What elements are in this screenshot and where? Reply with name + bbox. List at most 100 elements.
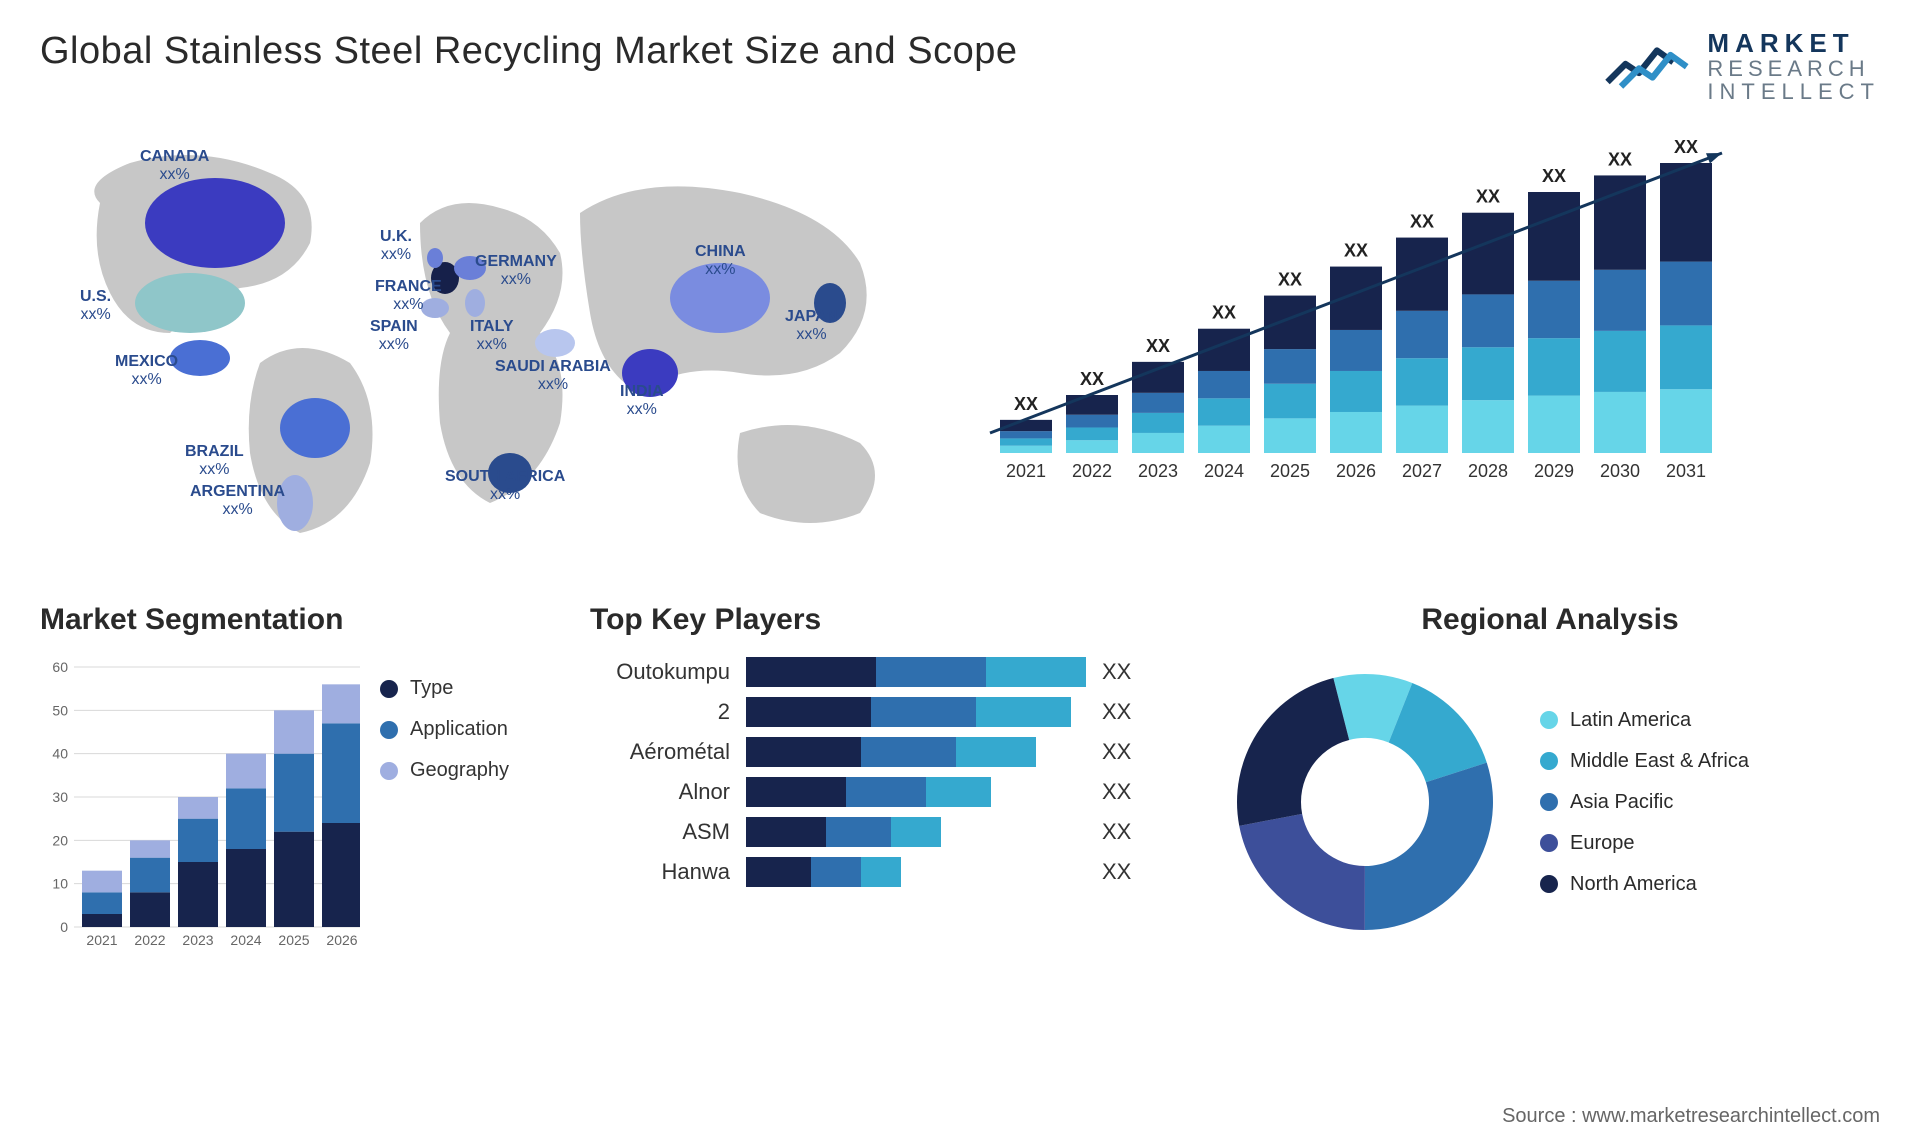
legend-dot-icon (1540, 752, 1558, 770)
svg-text:50: 50 (52, 703, 68, 719)
player-value: XX (1102, 779, 1131, 805)
svg-text:2031: 2031 (1666, 461, 1706, 481)
map-label: INDIAxx% (620, 383, 664, 418)
svg-text:2026: 2026 (326, 932, 357, 948)
legend-dot-icon (1540, 711, 1558, 729)
map-label: GERMANYxx% (475, 253, 557, 288)
svg-text:60: 60 (52, 659, 68, 675)
players-panel: Top Key Players OutokumpuXX2XXAérométalX… (590, 603, 1190, 957)
player-bar (746, 737, 1086, 767)
player-bar-segment (891, 817, 941, 847)
segmentation-panel: Market Segmentation 01020304050602021202… (40, 603, 560, 957)
player-row: AérométalXX (590, 737, 1190, 767)
svg-text:20: 20 (52, 833, 68, 849)
svg-text:2024: 2024 (1204, 461, 1244, 481)
regional-title: Regional Analysis (1220, 603, 1880, 637)
legend-label: Asia Pacific (1570, 791, 1673, 814)
player-bar-segment (811, 857, 861, 887)
svg-text:XX: XX (1014, 394, 1038, 414)
player-value: XX (1102, 659, 1131, 685)
player-bar (746, 817, 1086, 847)
svg-text:XX: XX (1146, 336, 1170, 356)
svg-text:2021: 2021 (86, 932, 117, 948)
player-bar-segment (876, 657, 986, 687)
player-bar-segment (986, 657, 1086, 687)
svg-text:XX: XX (1212, 303, 1236, 323)
svg-text:2030: 2030 (1600, 461, 1640, 481)
regional-legend: Latin America Middle East & Africa Asia Pa… (1540, 709, 1749, 896)
map-label: ITALYxx% (470, 318, 514, 353)
legend-dot-icon (380, 762, 398, 780)
svg-text:XX: XX (1542, 166, 1566, 186)
regional-legend-item: Asia Pacific (1540, 791, 1749, 814)
legend-label: Geography (410, 759, 509, 782)
legend-dot-icon (380, 721, 398, 739)
svg-text:XX: XX (1476, 187, 1500, 207)
player-row: AlnorXX (590, 777, 1190, 807)
svg-text:2024: 2024 (230, 932, 261, 948)
regional-legend-item: Europe (1540, 832, 1749, 855)
player-bar-segment (846, 777, 926, 807)
legend-label: Latin America (1570, 709, 1691, 732)
map-label: MEXICOxx% (115, 353, 178, 388)
segmentation-legend-item: Application (380, 718, 509, 741)
legend-label: Application (410, 718, 508, 741)
player-bar-segment (976, 697, 1071, 727)
player-bar-segment (746, 697, 871, 727)
logo-mark-icon (1603, 34, 1693, 99)
segmentation-bar-chart: 0102030405060202120222023202420252026 (40, 657, 360, 957)
legend-dot-icon (380, 680, 398, 698)
svg-text:2025: 2025 (1270, 461, 1310, 481)
map-label: FRANCExx% (375, 278, 442, 313)
map-label: SPAINxx% (370, 318, 418, 353)
svg-text:2026: 2026 (1336, 461, 1376, 481)
player-row: ASMXX (590, 817, 1190, 847)
segmentation-title: Market Segmentation (40, 603, 560, 637)
svg-text:XX: XX (1674, 137, 1698, 157)
player-row: 2XX (590, 697, 1190, 727)
svg-text:2027: 2027 (1402, 461, 1442, 481)
svg-text:2023: 2023 (1138, 461, 1178, 481)
svg-text:2028: 2028 (1468, 461, 1508, 481)
player-value: XX (1102, 739, 1131, 765)
map-label: CANADAxx% (140, 148, 209, 183)
svg-text:XX: XX (1080, 369, 1104, 389)
player-value: XX (1102, 699, 1131, 725)
svg-text:2029: 2029 (1534, 461, 1574, 481)
player-value: XX (1102, 819, 1131, 845)
player-name: Hanwa (590, 859, 730, 885)
segmentation-legend-item: Type (380, 677, 509, 700)
regional-donut-chart (1220, 657, 1510, 947)
logo-text-3: INTELLECT (1707, 80, 1880, 103)
svg-text:30: 30 (52, 789, 68, 805)
legend-dot-icon (1540, 834, 1558, 852)
player-bar-segment (926, 777, 991, 807)
segmentation-legend-item: Geography (380, 759, 509, 782)
players-title: Top Key Players (590, 603, 1190, 637)
player-bar (746, 777, 1086, 807)
svg-text:10: 10 (52, 876, 68, 892)
regional-legend-item: North America (1540, 873, 1749, 896)
regional-legend-item: Latin America (1540, 709, 1749, 732)
player-bar-segment (746, 777, 846, 807)
map-label: CHINAxx% (695, 243, 746, 278)
svg-text:2023: 2023 (182, 932, 213, 948)
player-bar-segment (746, 737, 861, 767)
player-value: XX (1102, 859, 1131, 885)
legend-label: Middle East & Africa (1570, 750, 1749, 773)
player-row: Hanwa XX (590, 857, 1190, 887)
world-map-panel: CANADAxx%U.S.xx%MEXICOxx%BRAZILxx%ARGENT… (40, 133, 920, 553)
logo-text-1: MARKET (1707, 30, 1880, 57)
svg-text:2025: 2025 (278, 932, 309, 948)
player-name: Outokumpu (590, 659, 730, 685)
map-label: U.S.xx% (80, 288, 111, 323)
legend-dot-icon (1540, 875, 1558, 893)
player-bar-segment (746, 817, 826, 847)
map-label: SOUTH AFRICAxx% (445, 468, 565, 503)
legend-label: Europe (1570, 832, 1635, 855)
logo-text-2: RESEARCH (1707, 57, 1880, 80)
svg-text:40: 40 (52, 746, 68, 762)
svg-text:XX: XX (1278, 270, 1302, 290)
regional-legend-item: Middle East & Africa (1540, 750, 1749, 773)
svg-text:XX: XX (1410, 212, 1434, 232)
